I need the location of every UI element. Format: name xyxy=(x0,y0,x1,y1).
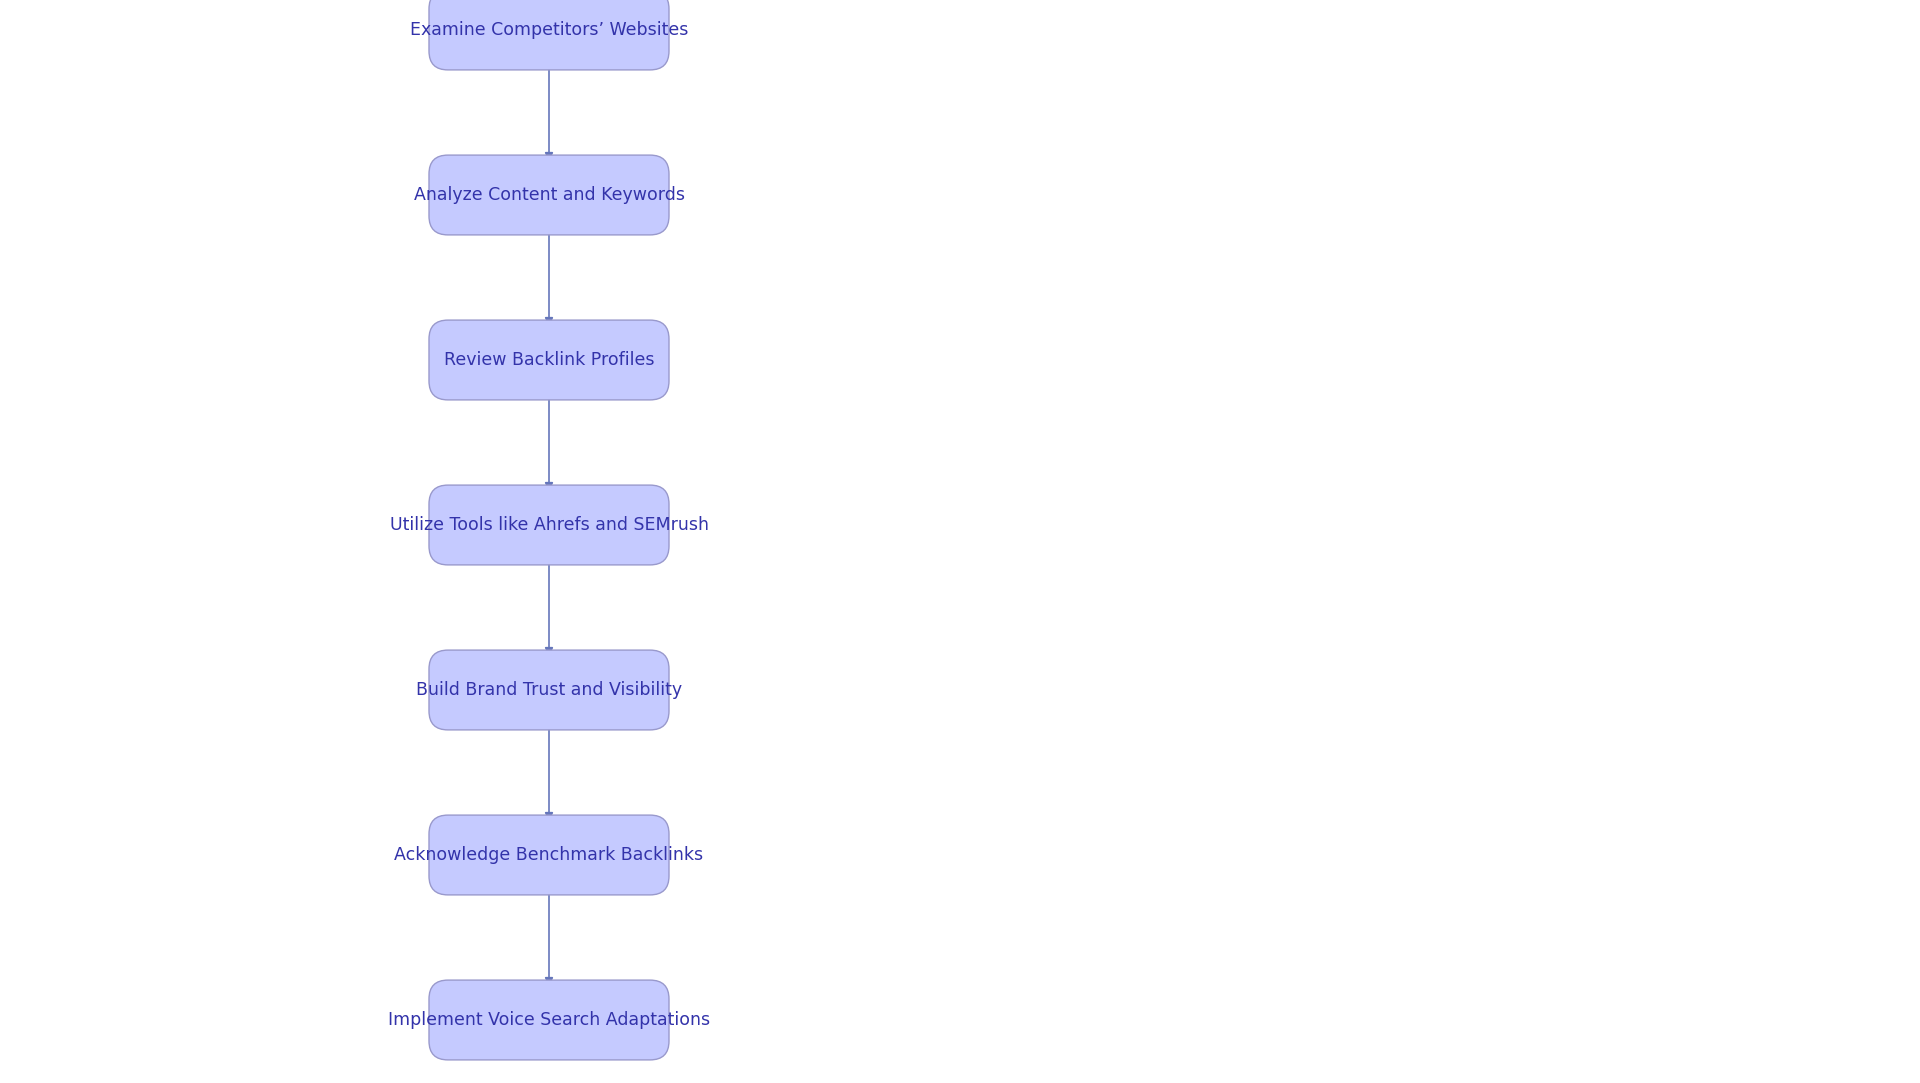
FancyBboxPatch shape xyxy=(428,815,668,895)
FancyBboxPatch shape xyxy=(428,0,668,70)
Text: Review Backlink Profiles: Review Backlink Profiles xyxy=(444,351,655,369)
FancyBboxPatch shape xyxy=(428,485,668,565)
Text: Examine Competitors’ Websites: Examine Competitors’ Websites xyxy=(409,21,687,39)
Text: Acknowledge Benchmark Backlinks: Acknowledge Benchmark Backlinks xyxy=(394,846,703,864)
FancyBboxPatch shape xyxy=(428,980,668,1060)
FancyBboxPatch shape xyxy=(428,155,668,235)
Text: Implement Voice Search Adaptations: Implement Voice Search Adaptations xyxy=(388,1012,710,1029)
Text: Utilize Tools like Ahrefs and SEMrush: Utilize Tools like Ahrefs and SEMrush xyxy=(390,516,708,534)
FancyBboxPatch shape xyxy=(428,321,668,400)
FancyBboxPatch shape xyxy=(428,650,668,730)
Text: Analyze Content and Keywords: Analyze Content and Keywords xyxy=(413,186,685,204)
Text: Build Brand Trust and Visibility: Build Brand Trust and Visibility xyxy=(417,681,682,699)
